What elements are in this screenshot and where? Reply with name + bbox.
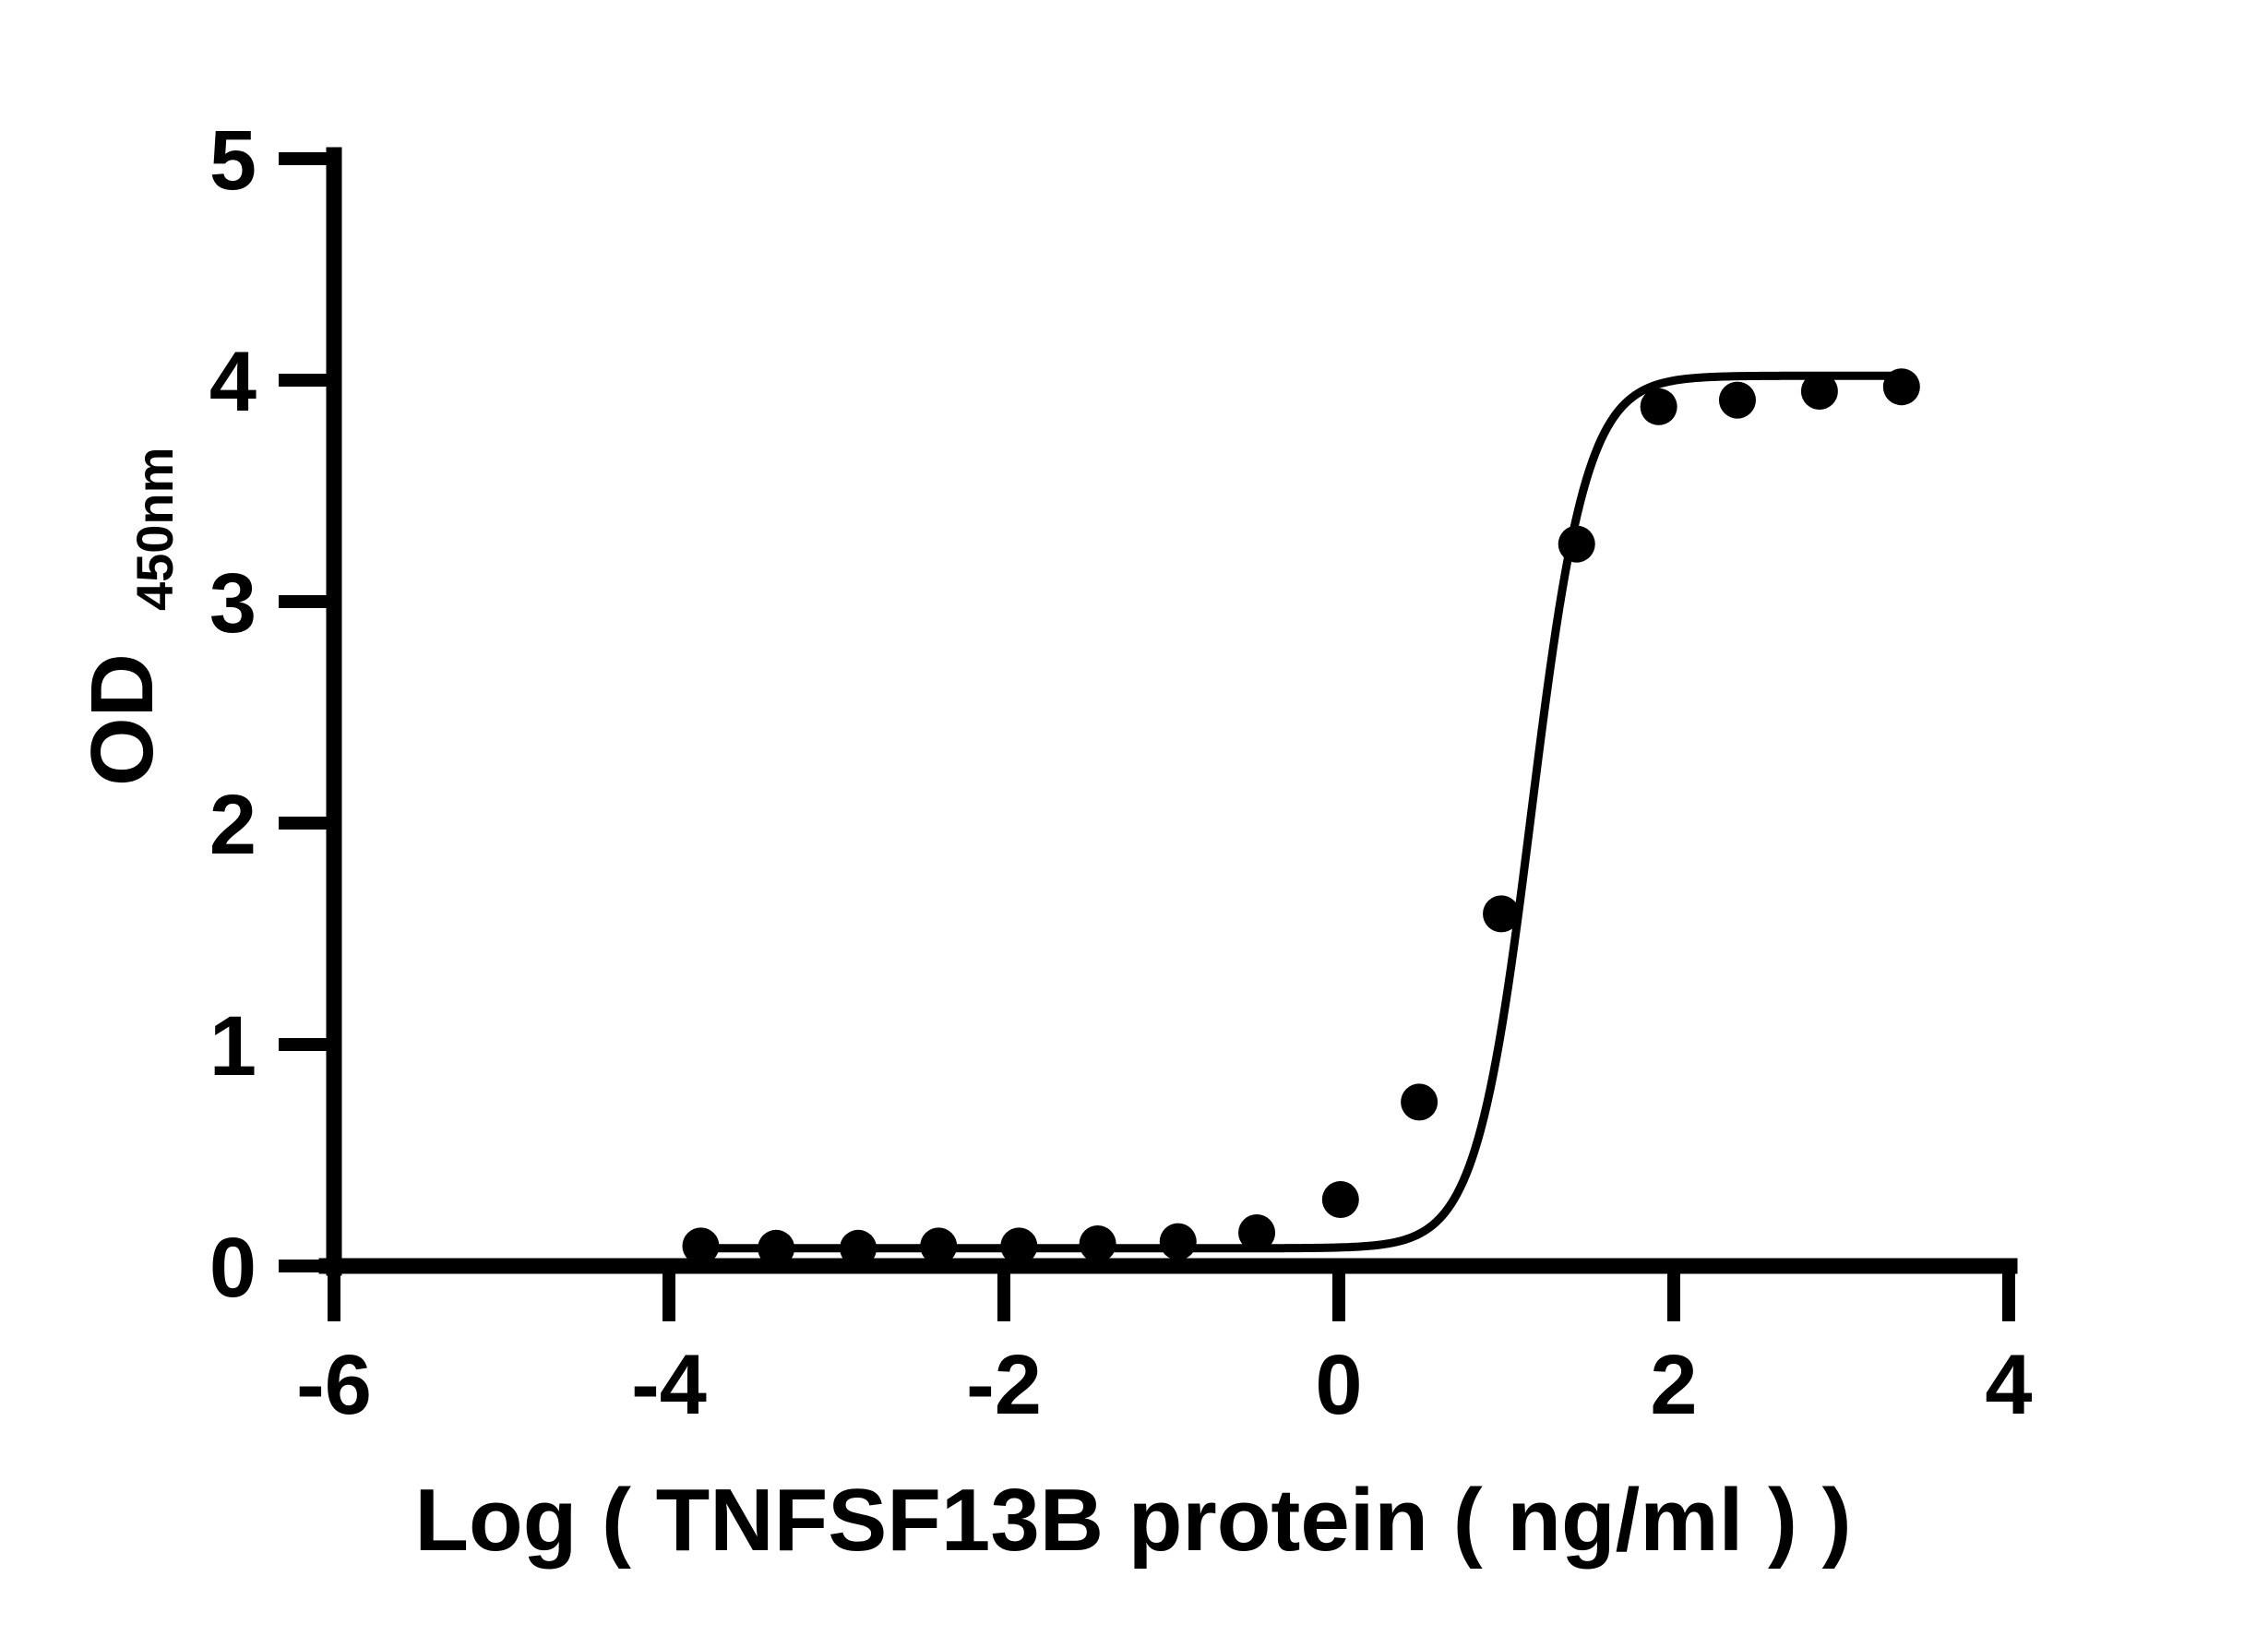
data-point — [1000, 1227, 1038, 1265]
y-tick-label-4: 4 — [209, 335, 257, 429]
data-point — [682, 1227, 720, 1265]
data-point — [1321, 1181, 1359, 1218]
x-axis-title: Log ( TNFSF13B protein ( ng/ml ) ) — [414, 1471, 1851, 1570]
data-point — [1483, 895, 1521, 933]
y-tick-label-2: 2 — [209, 778, 257, 872]
data-point — [1159, 1223, 1197, 1260]
y-axis-ticks — [279, 152, 334, 1272]
data-point-group — [682, 368, 1920, 1267]
y-axis-title: OD 450nm — [73, 448, 184, 786]
y-tick-label-0: 0 — [209, 1221, 257, 1315]
data-point — [1718, 381, 1756, 419]
x-tick-label-2: 2 — [1650, 1338, 1697, 1432]
data-point — [1800, 373, 1838, 410]
y-tick-label-1: 1 — [209, 999, 257, 1093]
x-tick-label-minus2: -2 — [966, 1338, 1042, 1432]
data-point — [1079, 1225, 1116, 1262]
data-point — [920, 1227, 958, 1265]
data-point — [1401, 1083, 1438, 1121]
data-point — [758, 1229, 795, 1267]
y-tick-label-3: 3 — [209, 556, 257, 651]
y-axis-title-subscript: 450nm — [125, 448, 184, 611]
data-point — [1238, 1214, 1276, 1251]
x-tick-label-minus4: -4 — [631, 1338, 707, 1432]
data-point — [1640, 388, 1677, 425]
fit-curve — [696, 371, 1906, 1253]
x-tick-label-4: 4 — [1985, 1338, 2032, 1432]
x-tick-label-minus6: -6 — [296, 1338, 372, 1432]
y-tick-label-5: 5 — [209, 113, 257, 208]
data-point — [840, 1229, 877, 1267]
data-point — [1882, 368, 1920, 406]
y-axis-title-main: OD — [73, 653, 172, 786]
data-point — [1558, 525, 1595, 563]
x-axis-ticks — [328, 1266, 2015, 1321]
x-tick-label-0: 0 — [1315, 1338, 1362, 1432]
